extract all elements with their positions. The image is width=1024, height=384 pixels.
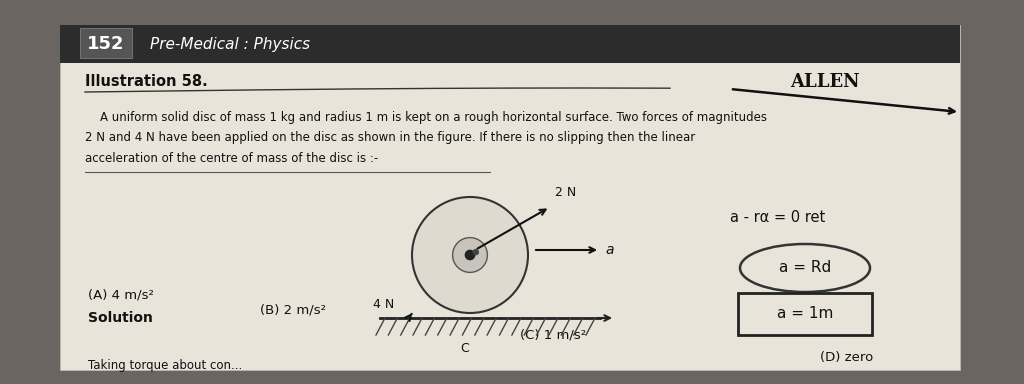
Text: a: a [605, 243, 613, 257]
Text: A uniform solid disc of mass 1 kg and radius 1 m is kept on a rough horizontal s: A uniform solid disc of mass 1 kg and ra… [100, 111, 767, 124]
Text: 152: 152 [87, 35, 125, 53]
FancyBboxPatch shape [60, 25, 961, 63]
Text: ALLEN: ALLEN [790, 73, 859, 91]
Circle shape [465, 250, 475, 260]
Text: a = 1m: a = 1m [777, 306, 834, 321]
Text: (C) 1 m/s²: (C) 1 m/s² [520, 328, 586, 341]
Text: 2 N: 2 N [555, 185, 577, 199]
Text: (A) 4 m/s²: (A) 4 m/s² [88, 288, 154, 301]
Text: (B) 2 m/s²: (B) 2 m/s² [260, 303, 326, 316]
Text: Illustration 58.: Illustration 58. [85, 74, 208, 89]
Text: Solution: Solution [88, 311, 153, 325]
Circle shape [453, 238, 487, 272]
Text: 4 N: 4 N [373, 298, 394, 311]
Text: a = Rd: a = Rd [779, 260, 831, 275]
Text: a - rα = 0 ret: a - rα = 0 ret [730, 210, 825, 225]
Circle shape [473, 249, 478, 255]
Text: 2 N and 4 N have been applied on the disc as shown in the figure. If there is no: 2 N and 4 N have been applied on the dis… [85, 131, 695, 144]
FancyBboxPatch shape [60, 25, 961, 370]
Text: Pre-Medical : Physics: Pre-Medical : Physics [150, 36, 310, 51]
Text: Taking torque about con...: Taking torque about con... [88, 359, 243, 371]
Text: acceleration of the centre of mass of the disc is :-: acceleration of the centre of mass of th… [85, 152, 378, 164]
Text: C: C [461, 341, 469, 354]
FancyBboxPatch shape [80, 28, 132, 58]
Text: (D) zero: (D) zero [820, 351, 873, 364]
Circle shape [412, 197, 528, 313]
